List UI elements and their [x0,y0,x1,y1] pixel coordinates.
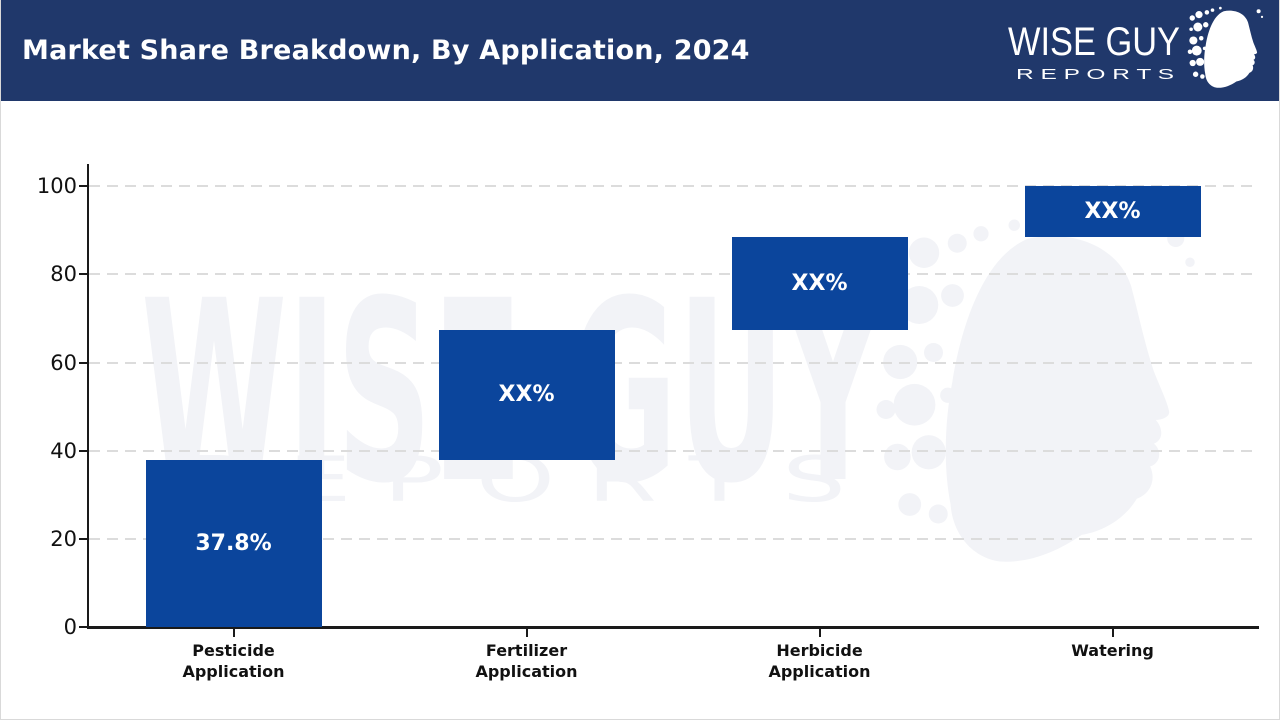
chart-area: WISE GUY R E P O R T S 0 20 40 60 80 100 37.8%… [1,101,1279,719]
y-tick-label: 60 [50,350,77,375]
y-tick-mark [79,537,87,540]
x-tick-mark [1111,629,1114,637]
logo-line2: R E P O R T S [1016,66,1174,83]
bar-watering: XX% [1024,186,1201,237]
bar-value-label: XX% [498,382,555,408]
x-axis-spine [87,626,1259,629]
bar-value-label: XX% [791,270,848,296]
x-tick-mark [818,629,821,637]
bar-herbicide: XX% [731,236,908,330]
y-gridline [89,273,1259,276]
bar-value-label: 37.8% [195,531,272,557]
logo-face-icon [1187,6,1264,88]
x-category-label: Watering [1071,641,1154,660]
y-tick-mark [79,185,87,188]
bar-pesticide: 37.8% [145,460,322,627]
x-category-label: Herbicide Application [768,641,871,681]
header-bar: Market Share Breakdown, By Application, … [1,0,1279,101]
y-gridline [89,537,1259,540]
y-tick-mark [79,273,87,276]
y-tick-mark [79,361,87,364]
y-tick-label: 100 [36,174,77,199]
bar-value-label: XX% [1084,199,1141,225]
y-tick-label: 40 [50,438,77,463]
logo-line1: WISE GUY [1008,20,1180,64]
bar-fertilizer: XX% [438,329,615,461]
y-axis-spine [87,164,89,629]
y-tick-label: 0 [63,615,77,639]
wise-guy-reports-logo: WISE GUY R E P O R T S [1008,6,1264,88]
y-tick-label: 20 [50,526,77,551]
page-title: Market Share Breakdown, By Application, … [22,35,750,66]
y-gridline [89,185,1259,188]
y-gridline [89,361,1259,364]
y-tick-mark [79,449,87,452]
y-tick-mark [79,626,87,628]
x-category-label: Fertilizer Application [475,641,578,681]
x-tick-mark [232,629,235,637]
y-gridline [89,449,1259,452]
y-tick-label: 80 [50,262,77,287]
x-tick-mark [525,629,528,637]
plot: 0 20 40 60 80 100 37.8% Pesticide Application XX%… [1,101,1279,719]
x-category-label: Pesticide Application [182,641,285,681]
